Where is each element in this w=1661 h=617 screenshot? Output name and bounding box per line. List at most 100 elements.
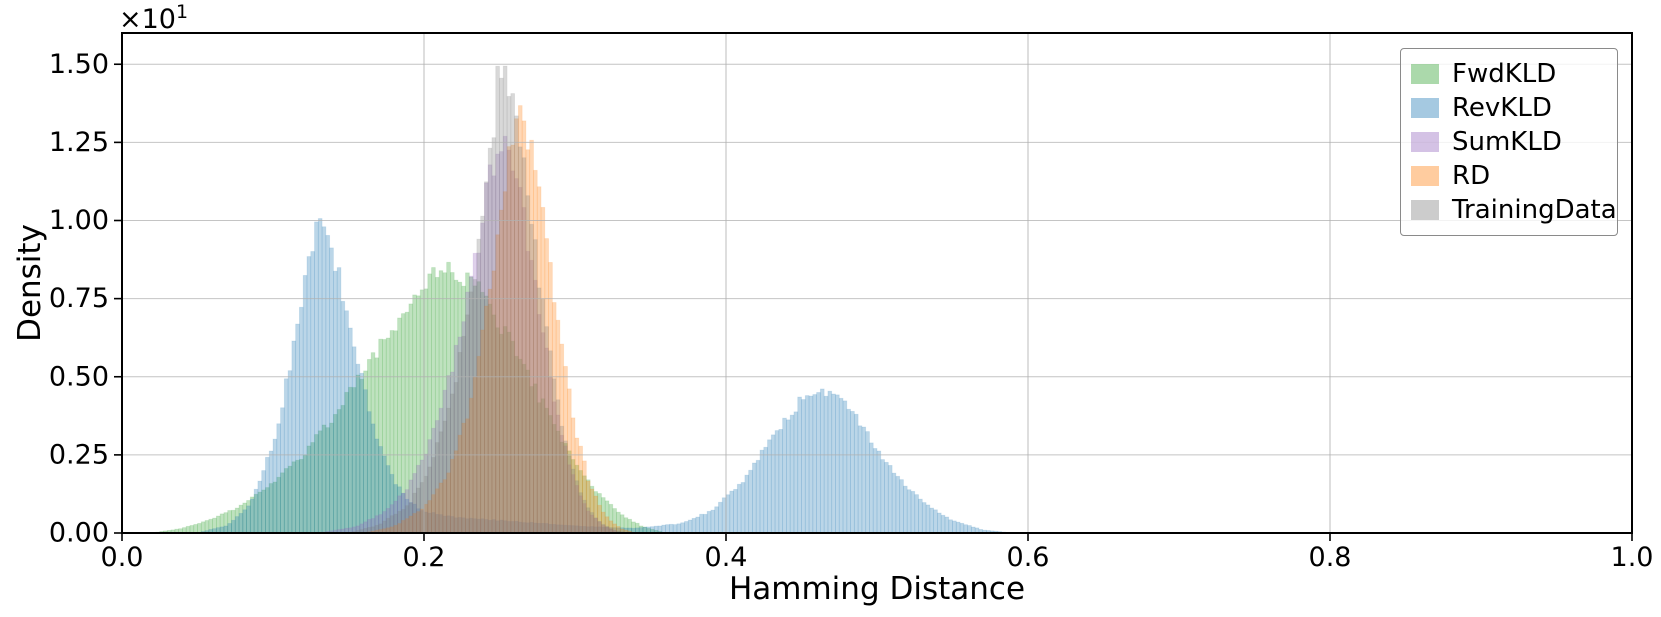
bar (823, 395, 829, 534)
x-tick-label: 0.8 (1309, 542, 1352, 573)
bar (476, 238, 482, 534)
offset-exponent: 1 (175, 1, 189, 23)
bar (570, 468, 576, 534)
bar (872, 448, 878, 534)
bar (812, 394, 818, 534)
bar (366, 411, 372, 534)
bar (238, 513, 244, 534)
bar (521, 157, 527, 534)
bar (461, 335, 466, 534)
bar (438, 431, 444, 534)
series-sumkld-bars (321, 135, 621, 534)
x-axis-label: Hamming Distance (728, 571, 1026, 607)
bar (789, 414, 795, 534)
bar (389, 515, 395, 534)
bar (940, 514, 946, 534)
bar (955, 521, 961, 534)
bar (529, 223, 534, 534)
legend-item-trainingdata: TrainingData (1411, 197, 1617, 223)
bar (499, 77, 504, 534)
bar (948, 519, 953, 534)
series-rd-bars (366, 105, 636, 534)
bar (684, 521, 689, 534)
bar (585, 507, 591, 534)
bar (434, 442, 440, 534)
bar (793, 411, 799, 534)
bar (253, 488, 259, 534)
bar (657, 525, 663, 534)
legend-label: SumKLD (1452, 127, 1562, 157)
bar (453, 382, 459, 534)
bar (699, 513, 704, 534)
x-tick-label: 0.2 (403, 542, 446, 573)
bar (249, 498, 255, 534)
bar (574, 480, 580, 534)
bar (921, 502, 927, 534)
bar (653, 525, 659, 534)
bar (465, 314, 470, 534)
bar (329, 247, 334, 534)
bar (816, 392, 821, 534)
bar (359, 372, 364, 534)
y-tick-label: 0.75 (49, 283, 109, 314)
bar (808, 395, 814, 534)
legend-swatch-sumkld (1411, 132, 1439, 152)
bar (540, 298, 546, 534)
legend-label: FwdKLD (1452, 59, 1557, 89)
bar (363, 389, 368, 534)
bar (721, 497, 727, 534)
histogram-series (155, 65, 1010, 534)
x-tick-label: 1.0 (1611, 542, 1654, 573)
bar (918, 498, 923, 534)
bar (374, 524, 380, 534)
bar (332, 270, 338, 534)
bar (340, 300, 346, 534)
bar (302, 275, 308, 534)
bar (857, 425, 863, 534)
bar (193, 524, 198, 534)
bar (416, 487, 421, 534)
bar (861, 426, 867, 534)
bar (400, 509, 406, 534)
bar (967, 525, 972, 534)
bar (589, 512, 595, 534)
bar (899, 479, 904, 534)
bar (914, 494, 919, 534)
bar (804, 395, 810, 534)
y-tick-label: 0.25 (49, 439, 109, 470)
bar (763, 446, 768, 534)
bar (903, 485, 908, 534)
bar (495, 65, 500, 534)
bar (427, 466, 432, 534)
bar (672, 524, 678, 534)
bar (755, 459, 761, 534)
legend-label: RevKLD (1452, 93, 1552, 123)
legend-item-sumkld: SumKLD (1411, 129, 1607, 155)
bar (593, 517, 599, 534)
bar (551, 378, 557, 534)
bar (680, 522, 685, 534)
bar (393, 513, 398, 534)
bar (952, 520, 957, 534)
bar (718, 501, 723, 534)
bar (910, 490, 916, 534)
bar (382, 520, 387, 534)
bar (344, 310, 349, 534)
bar (404, 505, 410, 534)
bar (706, 510, 712, 534)
bar (431, 457, 436, 534)
bar (668, 523, 674, 534)
bar (876, 450, 882, 534)
bar (797, 396, 802, 534)
bar (276, 423, 281, 534)
bar (268, 450, 274, 534)
legend-label: TrainingData (1452, 195, 1617, 225)
bar (348, 327, 353, 534)
bar (725, 494, 731, 534)
bar (291, 340, 297, 534)
bar (483, 181, 489, 534)
bar (846, 408, 851, 534)
bar (306, 256, 312, 534)
bar (536, 287, 542, 534)
